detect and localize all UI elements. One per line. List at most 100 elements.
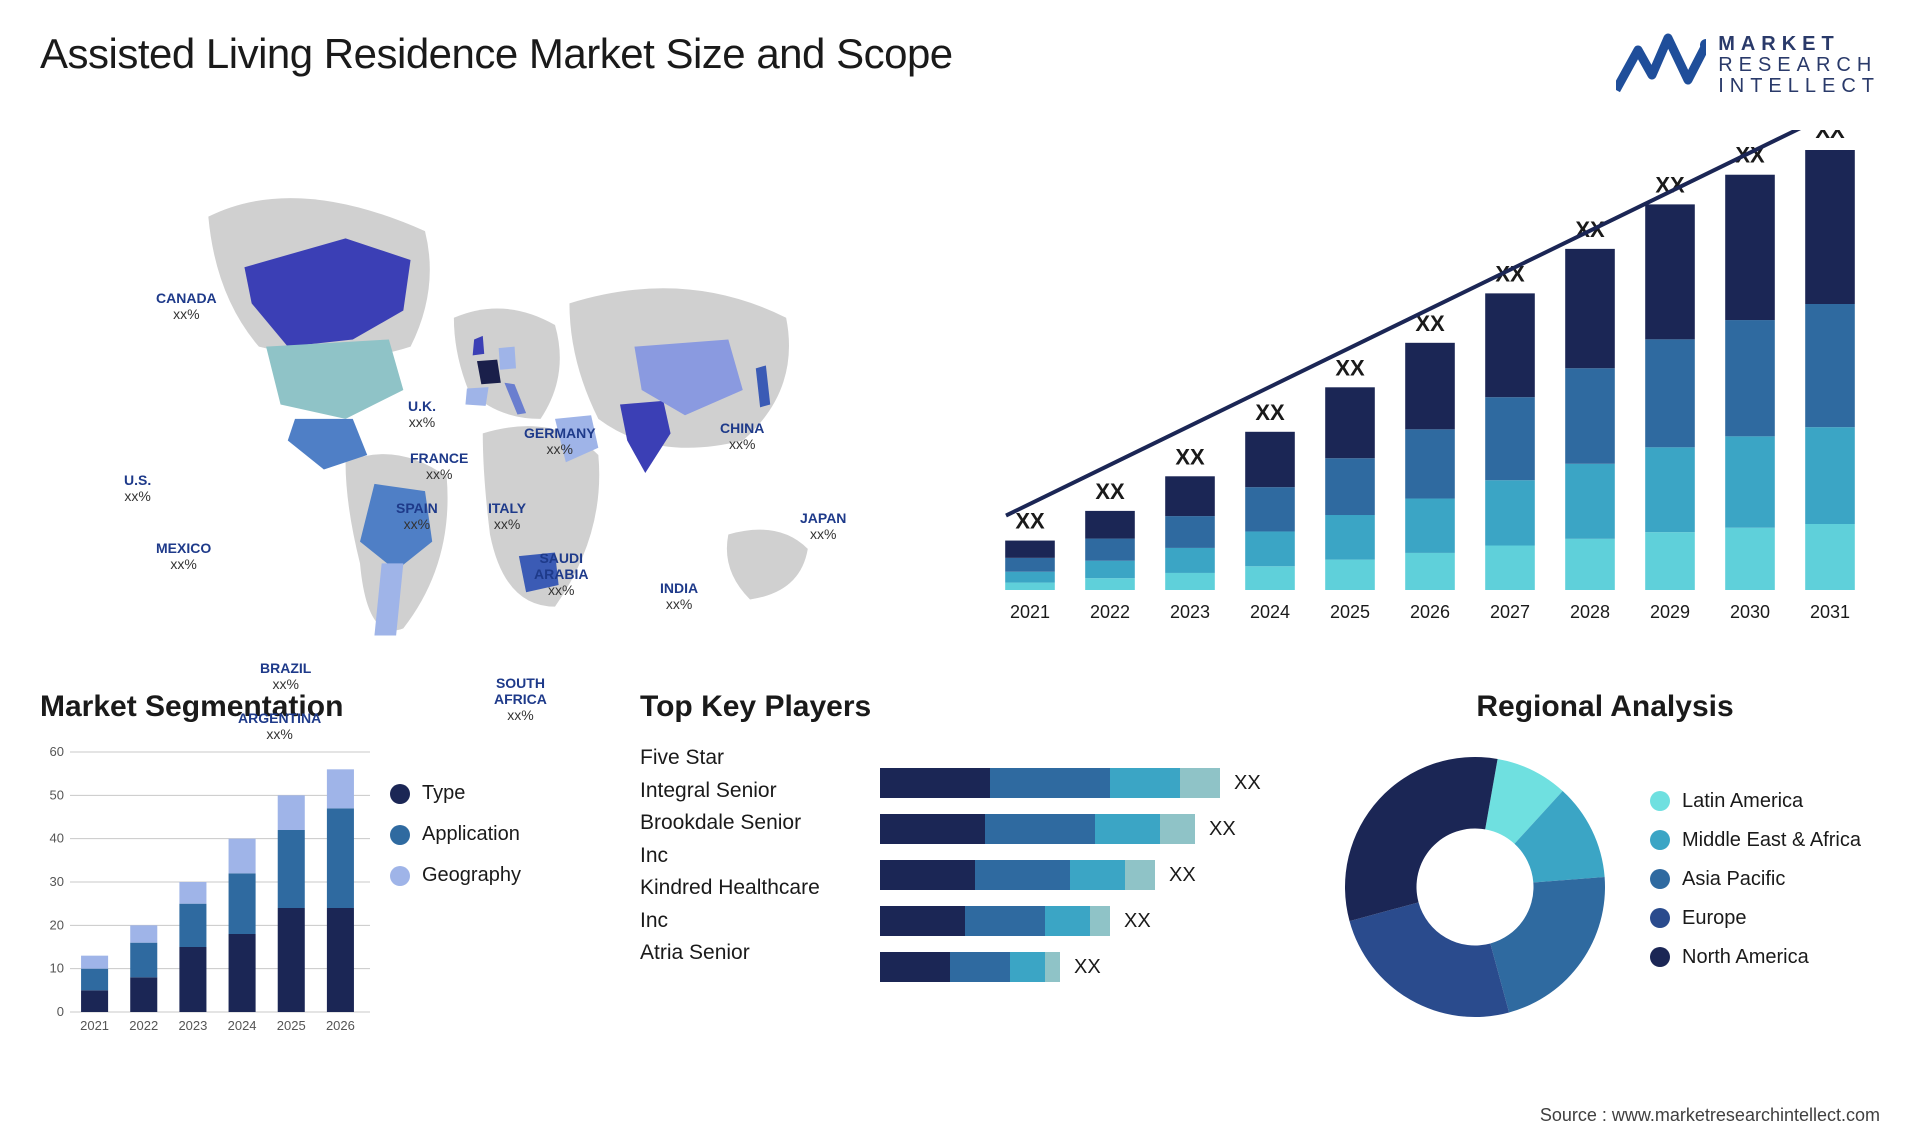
legend-label: Latin America <box>1682 790 1803 813</box>
source-footer: Source : www.marketresearchintellect.com <box>1540 1105 1880 1126</box>
player-bar-seg <box>880 814 985 844</box>
growth-year-label: 2022 <box>1090 602 1130 622</box>
player-name-line: Five Star <box>640 742 880 775</box>
player-bar-seg <box>1095 814 1160 844</box>
seg-legend-item: Type <box>390 782 521 805</box>
growth-bar-seg <box>1725 175 1775 320</box>
legend-label: Application <box>422 823 520 846</box>
player-bar-seg <box>880 860 975 890</box>
logo-line1: MARKET <box>1718 34 1880 55</box>
seg-bar-seg <box>278 795 305 830</box>
growth-value-label: XX <box>1175 444 1205 469</box>
map-label-italy: ITALYxx% <box>488 500 526 532</box>
seg-ytick: 10 <box>50 961 64 976</box>
player-bar-row: XX <box>880 852 1290 898</box>
legend-label: Type <box>422 782 465 805</box>
player-name-line: Brookdale Senior <box>640 807 880 840</box>
logo-icon <box>1616 30 1706 100</box>
map-label-brazil: BRAZILxx% <box>260 660 311 692</box>
growth-year-label: 2030 <box>1730 602 1770 622</box>
player-bar-seg <box>990 768 1110 798</box>
player-bar-seg <box>975 860 1070 890</box>
growth-year-label: 2025 <box>1330 602 1370 622</box>
legend-dot <box>1650 908 1670 928</box>
player-value: XX <box>1209 818 1236 841</box>
player-name-line: Integral Senior <box>640 775 880 808</box>
player-bar-seg <box>1045 952 1060 982</box>
growth-bar-seg <box>1005 572 1055 583</box>
seg-xlabel: 2025 <box>277 1018 306 1033</box>
player-value: XX <box>1124 910 1151 933</box>
seg-xlabel: 2024 <box>228 1018 257 1033</box>
growth-bar-seg <box>1805 150 1855 304</box>
regional-legend-item: Latin America <box>1650 790 1861 813</box>
growth-bar-seg <box>1325 560 1375 590</box>
seg-legend-item: Geography <box>390 864 521 887</box>
growth-bar-seg <box>1405 343 1455 430</box>
player-bar-seg <box>880 768 990 798</box>
player-bar-seg <box>1090 906 1110 936</box>
seg-bar-seg <box>179 882 206 904</box>
map-label-southafrica: SOUTHAFRICAxx% <box>494 675 547 723</box>
country-spain <box>465 387 488 406</box>
legend-label: Asia Pacific <box>1682 868 1785 891</box>
growth-year-label: 2023 <box>1170 602 1210 622</box>
legend-dot <box>1650 791 1670 811</box>
growth-bar-seg <box>1245 566 1295 590</box>
growth-bar-seg <box>1165 516 1215 548</box>
growth-bar-seg <box>1645 447 1695 532</box>
seg-bar-seg <box>229 873 256 934</box>
legend-label: Middle East & Africa <box>1682 829 1861 852</box>
legend-dot <box>1650 830 1670 850</box>
seg-ytick: 30 <box>50 874 64 889</box>
growth-bar-seg <box>1085 578 1135 590</box>
legend-dot <box>390 784 410 804</box>
growth-year-label: 2028 <box>1570 602 1610 622</box>
seg-bar-seg <box>130 977 157 1012</box>
growth-bar-seg <box>1565 368 1615 464</box>
seg-xlabel: 2022 <box>129 1018 158 1033</box>
map-label-mexico: MEXICOxx% <box>156 540 211 572</box>
map-label-france: FRANCExx% <box>410 450 468 482</box>
logo-line2: RESEARCH <box>1718 55 1880 76</box>
legend-label: Geography <box>422 864 521 887</box>
growth-bar-seg <box>1645 532 1695 590</box>
regional-legend-item: Asia Pacific <box>1650 868 1861 891</box>
growth-bar-seg <box>1565 539 1615 590</box>
key-players-panel: Top Key Players Five StarIntegral Senior… <box>640 690 1290 1042</box>
seg-bar-seg <box>81 956 108 969</box>
seg-bar-seg <box>81 990 108 1012</box>
seg-bar-seg <box>130 925 157 942</box>
growth-bar-seg <box>1565 249 1615 368</box>
growth-value-label: XX <box>1815 130 1845 143</box>
growth-bar-seg <box>1405 499 1455 553</box>
growth-year-label: 2021 <box>1010 602 1050 622</box>
growth-value-label: XX <box>1095 479 1125 504</box>
regional-legend-item: Europe <box>1650 907 1861 930</box>
seg-ytick: 0 <box>57 1004 64 1019</box>
legend-label: Europe <box>1682 907 1747 930</box>
legend-dot <box>1650 947 1670 967</box>
player-bar-seg <box>880 906 965 936</box>
growth-bar-seg <box>1085 539 1135 561</box>
growth-bar-seg <box>1485 293 1535 397</box>
player-bar-seg <box>1070 860 1125 890</box>
growth-bar-seg <box>1565 464 1615 539</box>
regional-legend: Latin America Middle East & Africa Asia Pa… <box>1650 790 1861 985</box>
growth-bar-seg <box>1085 561 1135 578</box>
country-germany <box>499 347 516 370</box>
growth-bar-seg <box>1805 524 1855 590</box>
growth-bar-seg <box>1325 458 1375 515</box>
seg-xlabel: 2021 <box>80 1018 109 1033</box>
map-label-india: INDIAxx% <box>660 580 698 612</box>
seg-bar-seg <box>327 908 354 1012</box>
map-label-china: CHINAxx% <box>720 420 764 452</box>
growth-bar-seg <box>1325 387 1375 458</box>
seg-bar-seg <box>327 769 354 808</box>
growth-bar-seg <box>1245 531 1295 566</box>
player-name-line: Inc <box>640 840 880 873</box>
growth-bar-seg <box>1645 204 1695 339</box>
growth-bar-seg <box>1725 436 1775 527</box>
growth-value-label: XX <box>1255 400 1285 425</box>
segmentation-chart: 0102030405060202120222023202420252026 <box>40 742 370 1042</box>
